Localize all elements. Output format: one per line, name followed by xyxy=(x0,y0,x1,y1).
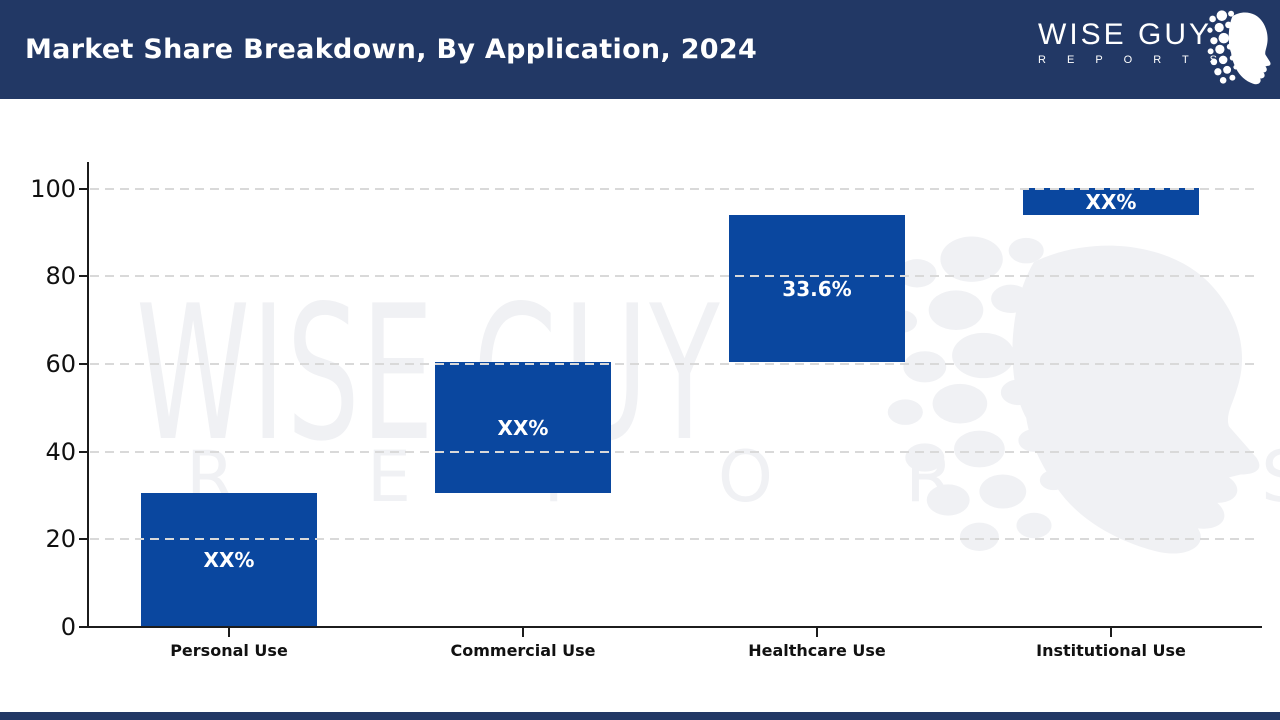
x-category-label-institutional-use: Institutional Use xyxy=(1036,641,1186,660)
logo-text: WISE GUY R E P O R T S xyxy=(1038,18,1226,66)
y-tick-label: 80 xyxy=(45,262,76,290)
y-tick-label: 60 xyxy=(45,350,76,378)
y-tick-label: 20 xyxy=(45,525,76,553)
y-tick-mark xyxy=(79,538,87,540)
bar-institutional-use: XX% xyxy=(1023,188,1199,215)
y-axis-line xyxy=(87,162,89,628)
y-tick-mark xyxy=(79,188,87,190)
y-tick-mark xyxy=(79,626,87,628)
chart-title: Market Share Breakdown, By Application, … xyxy=(25,34,758,65)
y-tick-label: 100 xyxy=(30,175,76,203)
gridline xyxy=(90,451,1254,453)
bar-value-label-personal-use: XX% xyxy=(203,547,255,572)
gridline xyxy=(90,275,1254,277)
bar-value-label-healthcare-use: 33.6% xyxy=(782,276,852,301)
wise-guy-reports-logo: WISE GUY R E P O R T S xyxy=(1022,6,1272,94)
logo-dotted-head-icon xyxy=(1207,10,1271,85)
watermark-brand-text: WISE GUY xyxy=(136,265,721,482)
logo-sub-text: R E P O R T S xyxy=(1038,54,1226,66)
y-tick-label: 40 xyxy=(45,438,76,466)
x-tick-mark xyxy=(228,628,230,637)
gridline xyxy=(90,188,1254,190)
gridline xyxy=(90,363,1254,365)
x-category-label-commercial-use: Commercial Use xyxy=(450,641,596,660)
y-tick-mark xyxy=(79,275,87,277)
bar-value-label-commercial-use: XX% xyxy=(497,415,549,440)
y-tick-mark xyxy=(79,451,87,453)
x-category-label-personal-use: Personal Use xyxy=(170,641,288,660)
logo-brand-text: WISE GUY xyxy=(1038,18,1213,51)
bar-commercial-use: XX% xyxy=(435,362,611,493)
bar-healthcare-use: 33.6% xyxy=(729,215,905,362)
footer-bar xyxy=(0,712,1280,720)
header-bar: Market Share Breakdown, By Application, … xyxy=(0,0,1280,99)
y-tick-label: 0 xyxy=(60,613,76,641)
gridline xyxy=(90,538,1254,540)
y-tick-mark xyxy=(79,363,87,365)
x-tick-mark xyxy=(1110,628,1112,637)
bar-value-label-institutional-use: XX% xyxy=(1085,189,1137,214)
bar-personal-use: XX% xyxy=(141,493,317,626)
x-axis-line xyxy=(87,626,1262,628)
x-tick-mark xyxy=(522,628,524,637)
x-tick-mark xyxy=(816,628,818,637)
x-category-label-healthcare-use: Healthcare Use xyxy=(748,641,886,660)
watermark-dotted-head-icon xyxy=(878,228,1268,572)
